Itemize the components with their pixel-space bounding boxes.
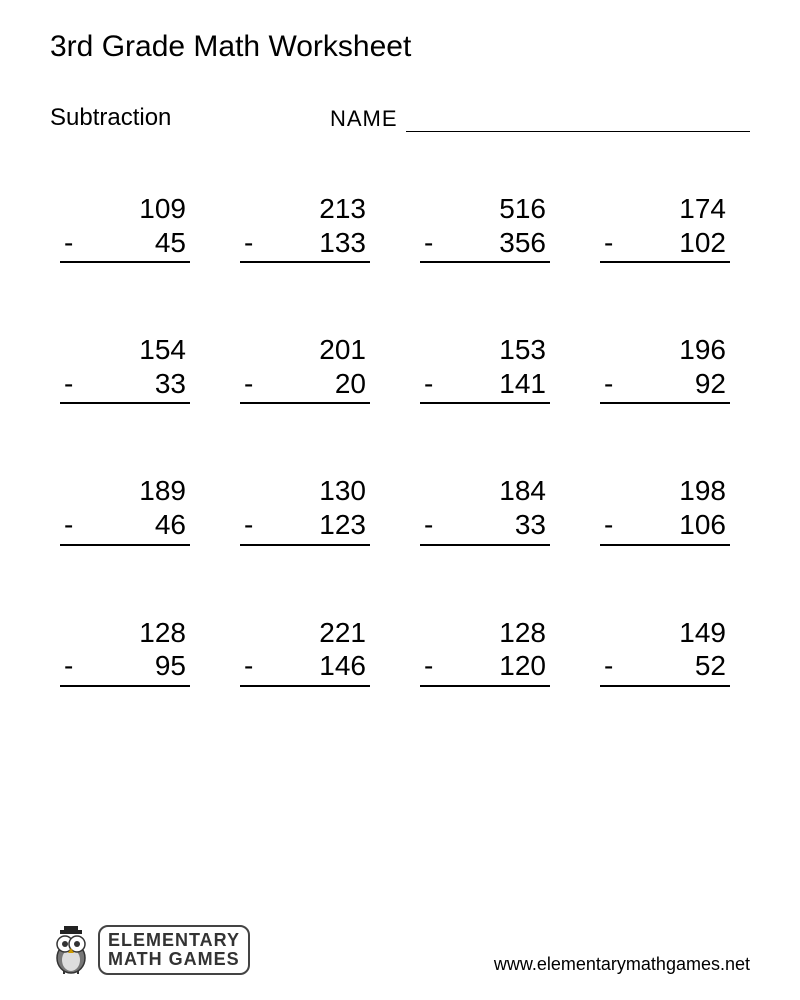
operator: -	[420, 367, 433, 401]
operator: -	[600, 367, 613, 401]
subtrahend: 106	[679, 508, 726, 542]
subtrahend: 45	[155, 226, 186, 260]
minuend: 109	[60, 192, 190, 226]
problems-grid: 109-45213-133516-356174-102154-33201-201…	[50, 192, 750, 687]
minuend: 154	[60, 333, 190, 367]
subtraction-problem: 130- 123	[240, 474, 370, 545]
minuend: 128	[420, 616, 550, 650]
subtraction-problem: 153- 141	[420, 333, 550, 404]
subtraction-problem: 213- 133	[240, 192, 370, 263]
subtraction-problem: 128- 95	[60, 616, 190, 687]
subtrahend: 33	[515, 508, 546, 542]
minuend: 184	[420, 474, 550, 508]
subtrahend: 141	[499, 367, 546, 401]
logo-line2: MATH GAMES	[108, 950, 240, 969]
operator: -	[600, 508, 613, 542]
minuend: 201	[240, 333, 370, 367]
operator: -	[420, 508, 433, 542]
minuend: 196	[600, 333, 730, 367]
name-label: NAME	[330, 106, 398, 132]
subtraction-problem: 174- 102	[600, 192, 730, 263]
operator: -	[60, 508, 73, 542]
subtrahend: 133	[319, 226, 366, 260]
owl-icon	[50, 926, 92, 974]
subtrahend: 123	[319, 508, 366, 542]
subtrahend: 92	[695, 367, 726, 401]
subtrahend: 95	[155, 649, 186, 683]
subtraction-problem: 516- 356	[420, 192, 550, 263]
subtraction-problem: 201- 20	[240, 333, 370, 404]
operator: -	[60, 226, 73, 260]
subtraction-problem: 189- 46	[60, 474, 190, 545]
subtrahend: 120	[499, 649, 546, 683]
operator: -	[60, 649, 73, 683]
subtraction-problem: 196- 92	[600, 333, 730, 404]
topic-label: Subtraction	[50, 104, 330, 132]
operator: -	[420, 226, 433, 260]
operator: -	[240, 508, 253, 542]
subtrahend: 33	[155, 367, 186, 401]
minuend: 128	[60, 616, 190, 650]
worksheet-title: 3rd Grade Math Worksheet	[50, 30, 750, 64]
minuend: 213	[240, 192, 370, 226]
operator: -	[240, 367, 253, 401]
subtraction-problem: 198- 106	[600, 474, 730, 545]
minuend: 198	[600, 474, 730, 508]
operator: -	[600, 226, 613, 260]
subtraction-problem: 154- 33	[60, 333, 190, 404]
operator: -	[600, 649, 613, 683]
footer: ELEMENTARY MATH GAMES www.elementarymath…	[50, 925, 750, 975]
minuend: 153	[420, 333, 550, 367]
subtrahend: 146	[319, 649, 366, 683]
operator: -	[60, 367, 73, 401]
operator: -	[240, 226, 253, 260]
website-url: www.elementarymathgames.net	[494, 954, 750, 975]
subtraction-problem: 109- 45	[60, 192, 190, 263]
subtraction-problem: 128- 120	[420, 616, 550, 687]
minuend: 149	[600, 616, 730, 650]
minuend: 516	[420, 192, 550, 226]
operator: -	[420, 649, 433, 683]
name-blank-line	[406, 110, 750, 132]
minuend: 130	[240, 474, 370, 508]
minuend: 221	[240, 616, 370, 650]
logo-line1: ELEMENTARY	[108, 931, 240, 950]
minuend: 189	[60, 474, 190, 508]
header-row: Subtraction NAME	[50, 104, 750, 132]
subtraction-problem: 149- 52	[600, 616, 730, 687]
operator: -	[240, 649, 253, 683]
subtraction-problem: 221- 146	[240, 616, 370, 687]
subtrahend: 46	[155, 508, 186, 542]
subtrahend: 102	[679, 226, 726, 260]
minuend: 174	[600, 192, 730, 226]
brand-logo: ELEMENTARY MATH GAMES	[50, 925, 250, 975]
subtrahend: 20	[335, 367, 366, 401]
logo-text: ELEMENTARY MATH GAMES	[98, 925, 250, 975]
subtraction-problem: 184- 33	[420, 474, 550, 545]
subtrahend: 52	[695, 649, 726, 683]
subtrahend: 356	[499, 226, 546, 260]
